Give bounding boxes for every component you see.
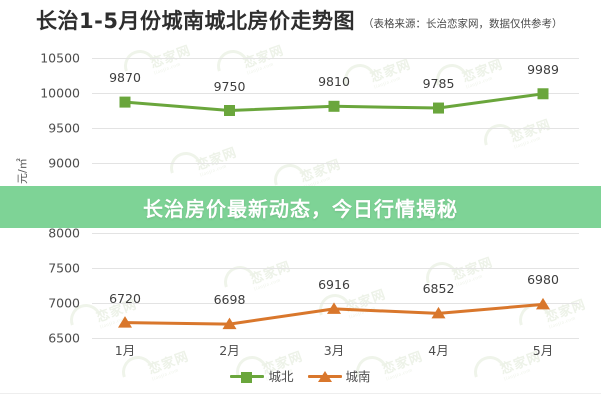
legend-swatch-icon	[230, 370, 265, 383]
legend-swatch-icon	[307, 370, 342, 382]
y-axis-tick: 8000	[48, 225, 80, 241]
data-point-label: 6720	[109, 290, 141, 306]
chart-title: 长治1-5月份城南城北房价走势图	[36, 9, 355, 33]
x-axis-tick: 4月	[428, 343, 449, 358]
data-point-marker	[536, 297, 550, 310]
gridline	[92, 338, 579, 339]
gridline	[92, 93, 579, 94]
promo-banner: 长治房价最新动态，今日行情揭秘	[0, 186, 601, 228]
x-axis-tick: 5月	[532, 343, 554, 358]
data-point-marker	[433, 102, 444, 114]
data-point-label: 9785	[422, 76, 455, 92]
y-axis-tick: 7000	[48, 295, 80, 311]
data-point-label: 9989	[527, 61, 559, 77]
chart-subtitle: （表格来源：长治恋家网，数据仅供参考）	[362, 18, 563, 30]
bottom-divider	[0, 393, 601, 394]
data-point-marker	[327, 302, 341, 314]
x-axis-tick: 1月	[114, 343, 136, 358]
promo-banner-text: 长治房价最新动态，今日行情揭秘	[143, 196, 458, 221]
data-point-marker	[118, 316, 132, 328]
y-axis-tick: 9500	[48, 120, 80, 136]
gridline	[92, 303, 579, 304]
data-point-label: 6698	[213, 292, 246, 308]
gridline	[92, 128, 579, 129]
chart-legend: 城北 城南	[0, 366, 601, 385]
x-axis-tick: 3月	[323, 343, 345, 358]
y-axis-tick: 10500	[40, 50, 80, 66]
legend-label: 城南	[345, 369, 371, 384]
chart-header: 长治1-5月份城南城北房价走势图 （表格来源：长治恋家网，数据仅供参考）	[36, 8, 562, 34]
data-point-marker	[119, 96, 131, 108]
data-point-label: 9810	[318, 74, 350, 90]
y-axis-tick: 7500	[48, 260, 80, 276]
legend-item-城南[interactable]: 城南	[307, 366, 371, 385]
legend-label: 城北	[268, 369, 294, 384]
legend-item-城北[interactable]: 城北	[230, 366, 294, 385]
gridline	[92, 233, 579, 234]
data-point-label: 6852	[422, 281, 455, 297]
data-point-marker	[537, 88, 549, 100]
data-point-label: 6980	[527, 272, 559, 288]
data-point-label: 9750	[213, 78, 246, 94]
data-point-marker	[328, 100, 340, 112]
x-axis-tick: 2月	[219, 343, 240, 358]
gridline	[92, 268, 579, 269]
y-axis-tick: 9000	[48, 155, 80, 171]
data-point-marker	[431, 306, 446, 319]
gridline	[92, 58, 579, 59]
data-point-marker	[222, 317, 237, 330]
data-point-label: 9870	[109, 70, 141, 86]
y-axis-tick: 6500	[48, 330, 80, 346]
gridline	[92, 163, 579, 164]
data-point-marker	[224, 105, 235, 116]
y-axis-tick: 10000	[40, 85, 80, 101]
data-point-label: 6916	[318, 276, 350, 292]
